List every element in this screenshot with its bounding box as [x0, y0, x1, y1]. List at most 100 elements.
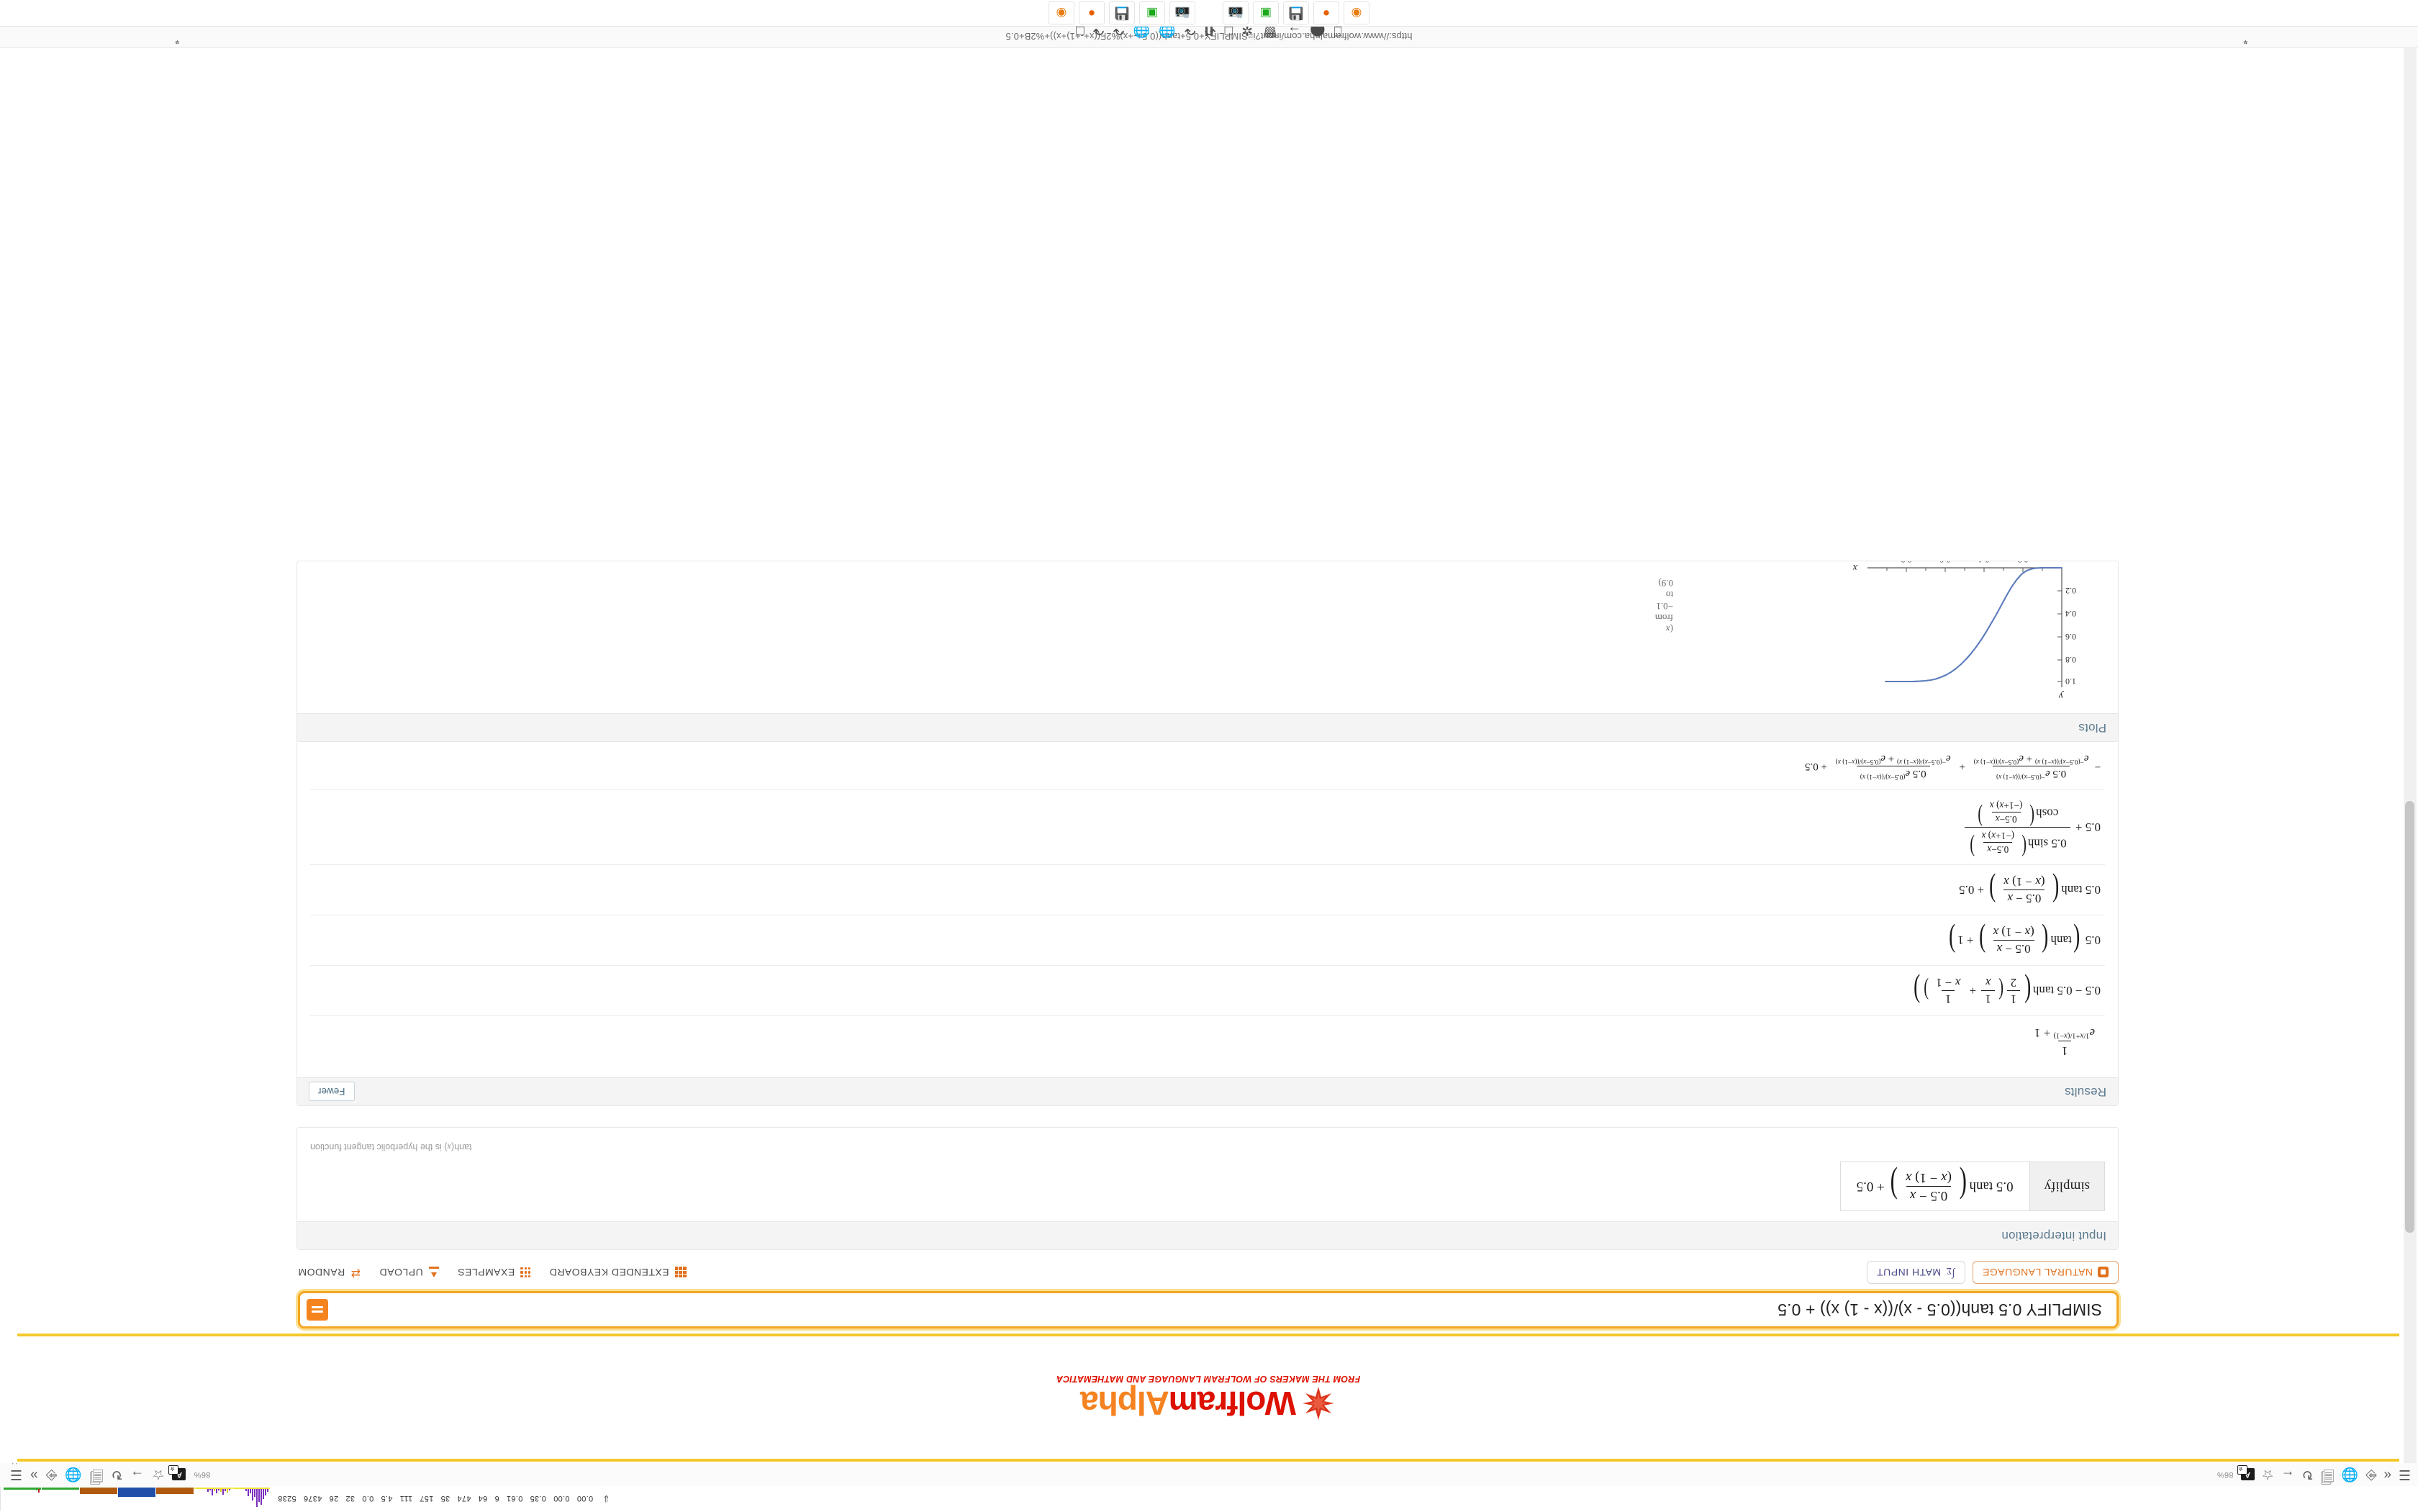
pod-plots: Plots [296, 561, 2119, 742]
firefox-icon[interactable]: ● [1313, 1, 1339, 24]
screenshot-icon[interactable]: 📷 [1223, 1, 1249, 24]
launcher-icons: ◉ ● 💾 ▣ 📷 📷 ▣ 💾 ● ◉ [1049, 1, 1369, 24]
expand-chevrons-icon[interactable]: ⇓ [602, 1493, 611, 1505]
interpretation-label: simplify [2029, 1162, 2104, 1210]
wolframalpha-tagline: FROM THE MAKERS OF WOLFRAM LANGUAGE AND … [1056, 1374, 1361, 1385]
translate-icon[interactable]: A☆ [2239, 1467, 2255, 1481]
system-monitor-bar: ⇓ 0.000.000.350.61664474351571114.50.032… [0, 1485, 2418, 1511]
reload-icon[interactable]: ↻ [111, 1467, 123, 1482]
globe-icon[interactable]: 🌐 [64, 1467, 82, 1482]
pod-body: 0.2 0.4 0.6 0.8 0.2 0.4 0.6 0.8 1.0 x y [297, 561, 2118, 713]
save-icon[interactable]: 💾 [1283, 1, 1309, 24]
svg-text:0.6: 0.6 [2065, 632, 2076, 642]
forward-arrow-icon[interactable]: → [130, 1467, 145, 1482]
pod-title: Results [2064, 1085, 2106, 1099]
sparkline-mem [194, 1487, 232, 1511]
reader-icon[interactable]: 🗐 [2320, 1468, 2335, 1483]
save-icon[interactable]: 💾 [1109, 1, 1135, 24]
wolframalpha-wordmark: WolframAlpha [1081, 1385, 1296, 1423]
result-row: 0.5 (tanh(0.5 − x(x − 1) x) + 1) [310, 915, 2105, 966]
sparkline-load [42, 1487, 79, 1511]
math-input-label: MATH INPUT [1876, 1267, 1942, 1278]
share-icon[interactable]: ⎆ [2365, 1467, 2377, 1482]
svg-text:0.4: 0.4 [2065, 609, 2076, 619]
terminal-icon[interactable]: ▣ [1253, 1, 1279, 24]
sparkline-disk [156, 1487, 194, 1511]
translate-icon[interactable]: A☆ [170, 1467, 186, 1481]
extended-keyboard-label: EXTENDED KEYBOARD [549, 1267, 669, 1278]
screenshot-icon[interactable]: 📷 [1169, 1, 1195, 24]
svg-text:0.8: 0.8 [1901, 561, 1912, 565]
upload-label: UPLOAD [379, 1267, 423, 1278]
natural-language-icon [2098, 1267, 2109, 1278]
system-monitor-panel[interactable]: ⇓ 0.000.000.350.61664474351571114.50.032… [0, 1487, 2105, 1511]
forward-arrow-icon[interactable]: ← [2281, 1467, 2295, 1482]
math-input-button[interactable]: ∫Σ MATH INPUT [1866, 1261, 1965, 1284]
search-input[interactable]: SIMPLIFY 0.5 tanh((0.5 - x)/((x - 1) x))… [1778, 1300, 2102, 1320]
zoom-level[interactable]: 86% [194, 1470, 211, 1479]
examples-dots-icon [520, 1267, 531, 1277]
query-bar[interactable]: SIMPLIFY 0.5 tanh((0.5 - x)/((x - 1) x))… [298, 1291, 2119, 1328]
system-monitor-sparklines [4, 1487, 274, 1511]
upload-button[interactable]: UPLOAD [379, 1267, 439, 1278]
spark-bars [245, 1489, 268, 1507]
zoom-level[interactable]: 86% [2216, 1470, 2234, 1479]
terminal-icon[interactable]: ▣ [1139, 1, 1165, 24]
overflow-chevrons-icon[interactable]: » [30, 1467, 38, 1482]
natural-language-button[interactable]: NATURAL LANGUAGE [1972, 1261, 2119, 1284]
wolframalpha-header: WolframAlpha FROM THE MAKERS OF WOLFRAM … [17, 1334, 2399, 1462]
menu-icon[interactable]: ☰ [2398, 1467, 2411, 1482]
globe-icon[interactable]: 🌐 [2341, 1467, 2359, 1482]
pod-body: simplify 0.5 tanh(0.5 − x(x − 1) x) + 0.… [297, 1128, 2118, 1221]
pause-icon[interactable] [1205, 27, 1213, 36]
back-chevrons-icon[interactable]: « [2383, 1467, 2391, 1482]
page-viewport: WolframAlpha FROM THE MAKERS OF WOLFRAM … [0, 48, 2418, 1463]
pod-note-tanh: tanh(x) is the hyperbolic tangent functi… [310, 1142, 472, 1152]
random-button[interactable]: ⇄ RANDOM [298, 1267, 361, 1279]
plot-figure: 0.2 0.4 0.6 0.8 0.2 0.4 0.6 0.8 1.0 x y [1655, 561, 2105, 703]
pod-header: Plots [297, 713, 2118, 741]
blender-icon[interactable]: ◉ [1344, 1, 1369, 24]
svg-text:0.6: 0.6 [1940, 561, 1951, 565]
wolfram-spikey-icon [1301, 1387, 1336, 1421]
blender-icon[interactable]: ◉ [1049, 1, 1074, 24]
submit-button[interactable] [307, 1299, 328, 1321]
query-links: EXTENDED KEYBOARD EXAMPLES UPLOAD ⇄ [298, 1267, 687, 1279]
svg-text:x: x [1852, 562, 1858, 573]
scrollbar-thumb[interactable] [2405, 801, 2414, 1233]
page-content: WolframAlpha FROM THE MAKERS OF WOLFRAM … [17, 48, 2399, 1463]
firefox-icon[interactable]: ● [1079, 1, 1105, 24]
pod-title: Input interpretation [2001, 1229, 2106, 1243]
svg-text:1.0: 1.0 [2065, 676, 2076, 687]
examples-button[interactable]: EXAMPLES [457, 1267, 531, 1278]
bookmark-star-icon[interactable]: ☆ [152, 1467, 165, 1482]
pod-header: Results Fewer [297, 1077, 2118, 1105]
spark-bars [36, 1489, 40, 1493]
extended-keyboard-button[interactable]: EXTENDED KEYBOARD [549, 1267, 687, 1278]
query-area: SIMPLIFY 0.5 tanh((0.5 - x)/((x - 1) x))… [298, 1261, 2119, 1328]
math-input-icon: ∫Σ [1946, 1266, 1955, 1280]
fewer-button[interactable]: Fewer [309, 1082, 355, 1102]
sparkline-swap [80, 1487, 117, 1511]
result-row: 0.5 tanh(0.5 − x(x − 1) x) + 0.5 [310, 865, 2105, 915]
menu-icon[interactable]: ☰ [10, 1467, 23, 1482]
plot-range-note: (x from −0.1 to 0.9) [1654, 578, 1673, 635]
natural-language-label: NATURAL LANGUAGE [1982, 1267, 2093, 1278]
pod-header: Input interpretation [297, 1221, 2118, 1249]
sparkline-cpu [232, 1487, 270, 1511]
examples-label: EXAMPLES [457, 1267, 515, 1278]
reload-icon[interactable]: ↻ [2301, 1467, 2314, 1482]
reader-icon[interactable]: 🗐 [89, 1468, 104, 1483]
spark-bars [207, 1489, 230, 1495]
interpretation-table: simplify 0.5 tanh(0.5 − x(x − 1) x) + 0.… [1839, 1162, 2105, 1211]
vertical-scrollbar[interactable] [2404, 48, 2417, 1463]
result-row: 0.5 + 0.5 sinh(0.5−x(−1+x) x) cosh(0.5−x… [310, 790, 2105, 865]
query-action-bar: NATURAL LANGUAGE ∫Σ MATH INPUT EXTENDED … [298, 1261, 2119, 1284]
share-icon[interactable]: ⎆ [45, 1467, 57, 1482]
wolframalpha-logo[interactable]: WolframAlpha [1081, 1385, 1336, 1423]
bookmark-star-icon[interactable]: ☆ [2261, 1467, 2274, 1482]
